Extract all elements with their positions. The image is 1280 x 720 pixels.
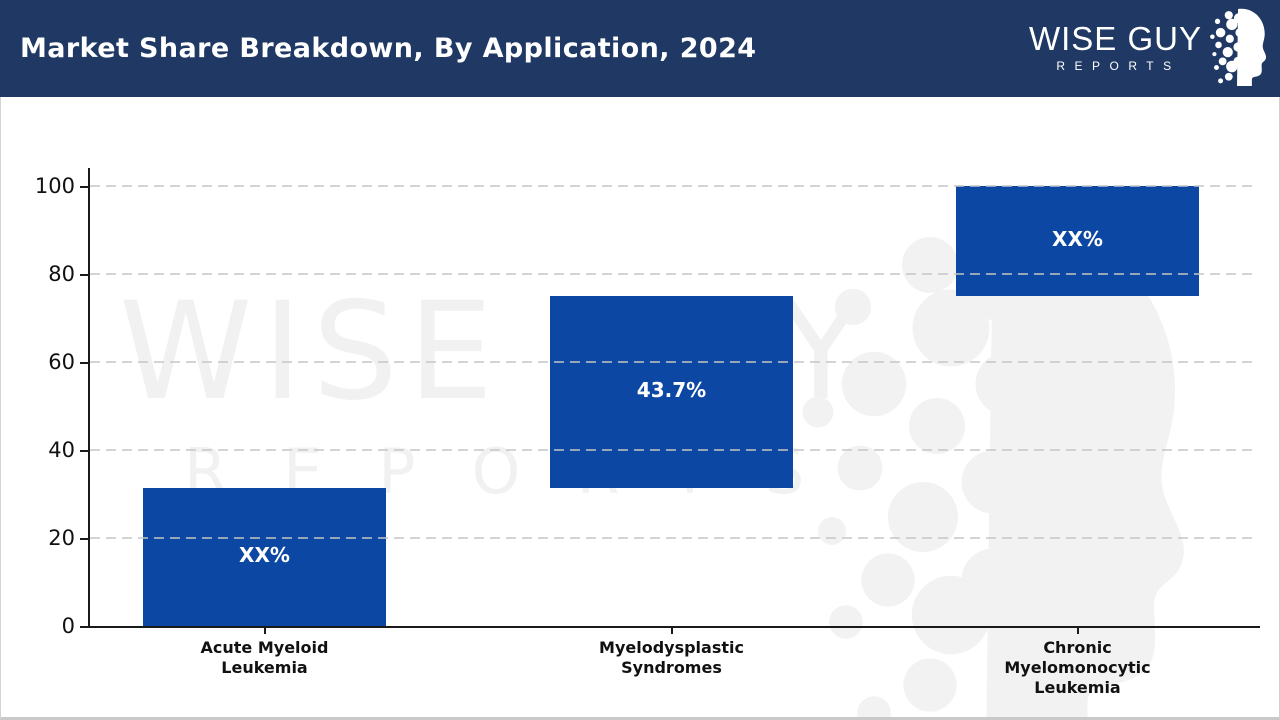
y-tick-mark xyxy=(80,362,88,364)
gridline xyxy=(90,361,1258,363)
gridline xyxy=(90,537,1258,539)
x-category-label: Myelodysplastic Syndromes xyxy=(532,638,812,678)
bar-value-label: XX% xyxy=(239,543,290,568)
x-category-label-line: Syndromes xyxy=(621,658,722,677)
bar-value-label: XX% xyxy=(1052,227,1103,251)
bar xyxy=(550,296,793,489)
bar-value-label: 43.7% xyxy=(636,378,707,403)
y-axis-line xyxy=(88,168,90,628)
x-category-label-line: Myelodysplastic xyxy=(599,638,744,657)
y-tick-mark xyxy=(80,626,88,628)
x-category-label-line: Chronic xyxy=(1043,638,1112,657)
x-category-label-line: Leukemia xyxy=(1034,678,1121,697)
x-tick-mark xyxy=(1076,628,1079,634)
x-category-label-line: Leukemia xyxy=(221,658,308,677)
x-tick-mark xyxy=(263,628,266,634)
y-tick-mark xyxy=(80,538,88,540)
x-category-label-line: Myelomonocytic xyxy=(1004,658,1151,677)
bar xyxy=(956,186,1199,296)
y-tick-label: 20 xyxy=(48,526,75,550)
x-category-label: Acute Myeloid Leukemia xyxy=(125,638,405,678)
x-category-label: Chronic Myelomonocytic Leukemia xyxy=(938,638,1218,698)
y-tick-label: 60 xyxy=(48,350,75,374)
gridline xyxy=(90,185,1258,187)
brand-subtitle: REPORTS xyxy=(1056,59,1181,73)
watermark-face-logo xyxy=(802,221,1184,717)
header-bar: Market Share Breakdown, By Application, … xyxy=(0,0,1280,97)
bar xyxy=(143,488,386,626)
x-axis-line xyxy=(88,626,1260,628)
brand-logo: WISE GUY REPORTS xyxy=(1029,8,1268,86)
brand-logo-text: WISE GUY REPORTS xyxy=(1029,22,1202,72)
gridline xyxy=(90,449,1258,451)
chart-canvas: WISE GUY REPORTS 0 20 40 60 80 100 XX% Acute My… xyxy=(0,97,1280,720)
logo-face-icon xyxy=(1210,8,1266,86)
y-tick-mark xyxy=(80,274,88,276)
y-tick-label: 40 xyxy=(48,438,75,462)
y-tick-label: 0 xyxy=(61,614,75,638)
y-tick-mark xyxy=(80,186,88,188)
y-tick-label: 100 xyxy=(34,174,75,198)
page-title: Market Share Breakdown, By Application, … xyxy=(20,33,757,64)
y-tick-mark xyxy=(80,450,88,452)
brand-name: WISE GUY xyxy=(1028,20,1202,57)
x-category-label-line: Acute Myeloid xyxy=(200,638,329,657)
y-tick-label: 80 xyxy=(48,262,75,286)
gridline xyxy=(90,273,1258,275)
x-tick-mark xyxy=(670,628,673,634)
